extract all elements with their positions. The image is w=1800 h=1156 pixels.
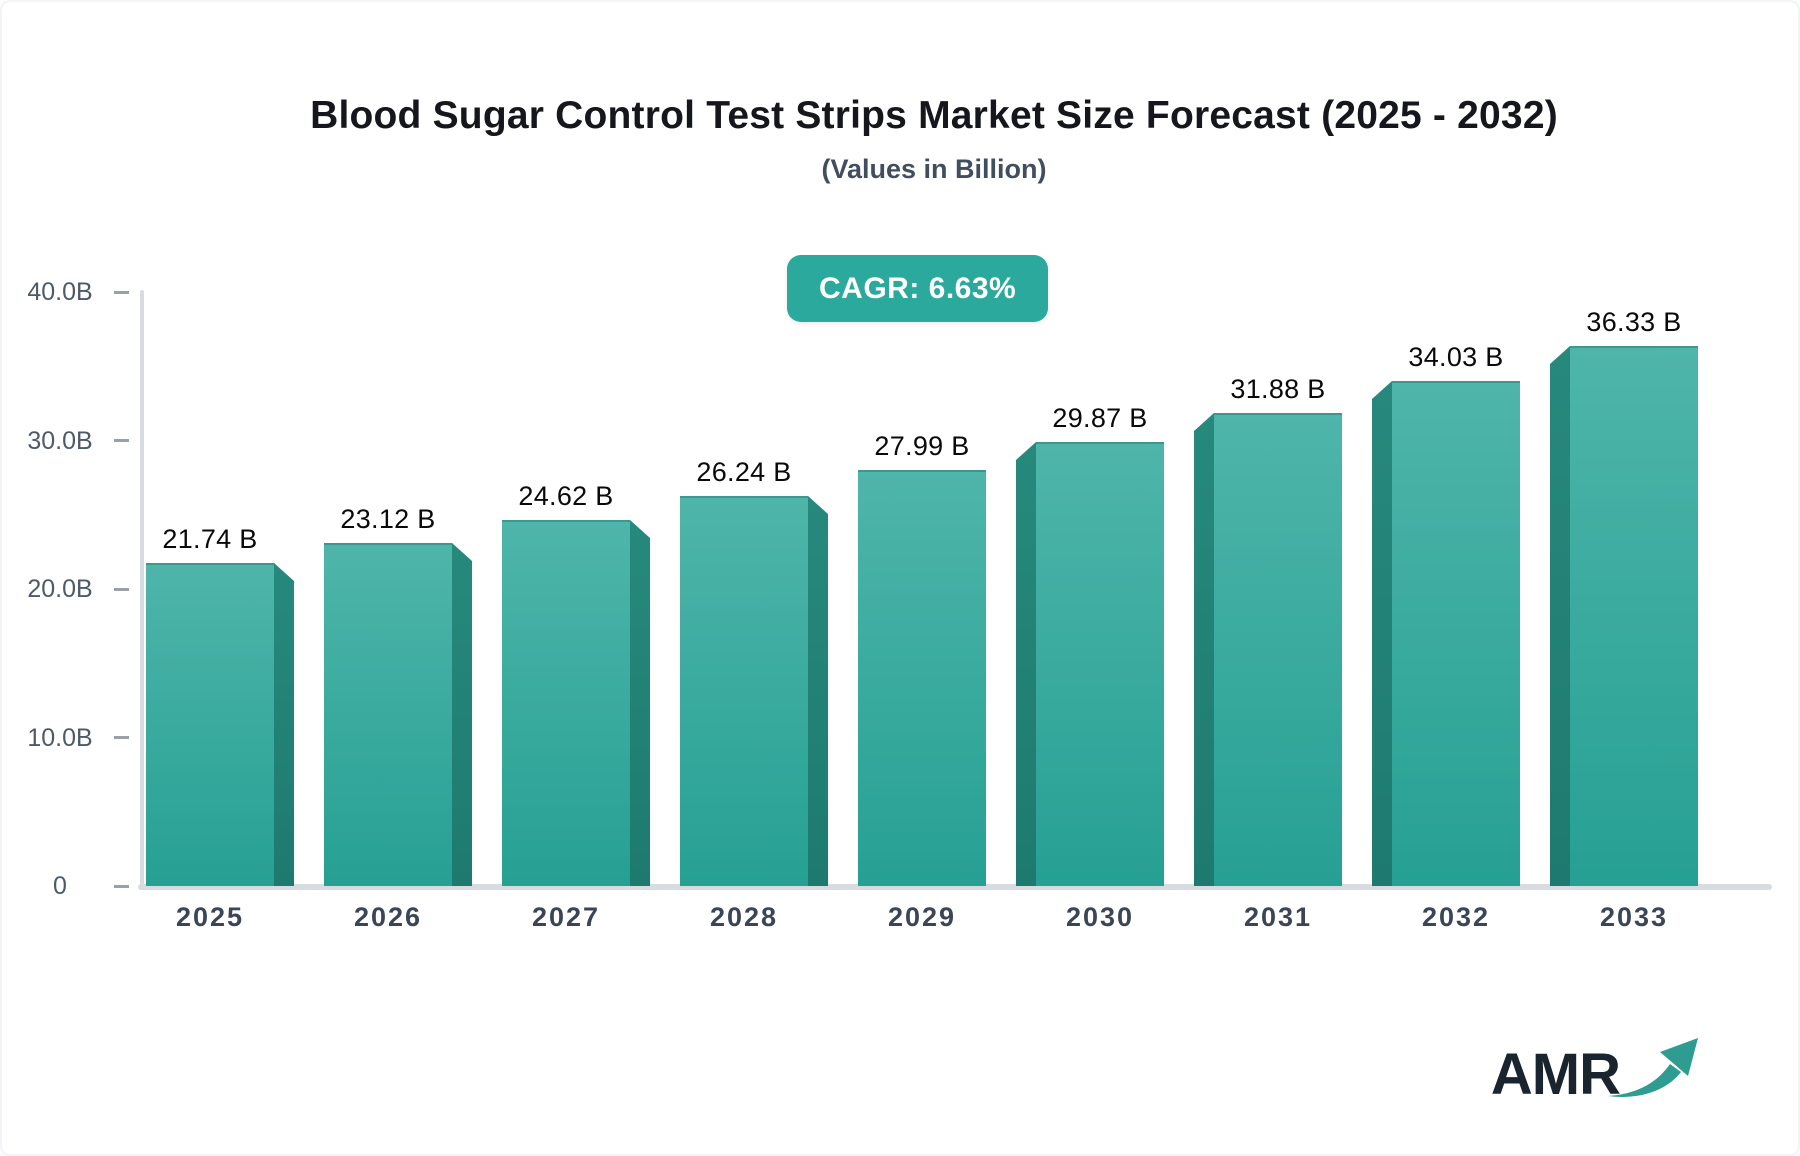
chart-subtitle: (Values in Billion) bbox=[821, 154, 1047, 184]
bar-face bbox=[324, 543, 452, 886]
y-tick bbox=[114, 736, 129, 739]
x-axis-label: 2025 bbox=[175, 902, 245, 932]
x-axis-label: 2032 bbox=[1421, 902, 1491, 932]
bar-group: 31.88 B bbox=[1194, 374, 1342, 886]
bar[interactable] bbox=[502, 520, 650, 886]
bar-face bbox=[502, 520, 630, 886]
bar-group: 36.33 B bbox=[1550, 307, 1698, 886]
y-tick-label: 30.0B bbox=[27, 426, 93, 455]
x-axis-label: 2026 bbox=[353, 902, 423, 932]
chart-title: Blood Sugar Control Test Strips Market S… bbox=[310, 94, 1558, 137]
x-axis-label: 2028 bbox=[709, 902, 779, 932]
bar-value-label: 34.03 B bbox=[1408, 342, 1504, 372]
cagr-badge: CAGR: 6.63% bbox=[787, 255, 1049, 322]
bar[interactable] bbox=[324, 543, 472, 886]
bar[interactable] bbox=[680, 496, 828, 886]
bar-value-label: 31.88 B bbox=[1230, 374, 1326, 404]
x-axis-line bbox=[138, 884, 1772, 890]
x-axis-label: 2033 bbox=[1599, 902, 1669, 932]
bar-side-face bbox=[274, 563, 294, 886]
bar-value-label: 29.87 B bbox=[1052, 403, 1148, 433]
bar-face bbox=[1036, 442, 1164, 886]
y-tick bbox=[114, 439, 129, 442]
bar-side-face bbox=[1016, 442, 1036, 886]
bar-side-face bbox=[808, 496, 828, 886]
x-axis-label: 2030 bbox=[1065, 902, 1135, 932]
bar[interactable] bbox=[146, 563, 294, 886]
bar-value-label: 21.74 B bbox=[162, 524, 258, 554]
bar[interactable] bbox=[858, 470, 986, 886]
bar-group: 34.03 B bbox=[1372, 342, 1520, 886]
bar-group: 29.87 B bbox=[1016, 403, 1164, 886]
bar[interactable] bbox=[1550, 346, 1698, 886]
bar-value-label: 23.12 B bbox=[340, 504, 436, 534]
bar-group: 21.74 B bbox=[146, 524, 294, 886]
bar-value-label: 36.33 B bbox=[1586, 307, 1682, 337]
bar[interactable] bbox=[1194, 413, 1342, 886]
bar-face bbox=[1214, 413, 1342, 886]
bar-side-face bbox=[452, 543, 472, 886]
bar-side-face bbox=[630, 520, 650, 886]
bar-side-face bbox=[1550, 346, 1570, 886]
y-tick-label: 20.0B bbox=[27, 575, 93, 603]
trend-arrow-icon bbox=[1608, 1038, 1698, 1097]
bar-group: 23.12 B bbox=[324, 504, 472, 886]
bar-value-label: 24.62 B bbox=[518, 481, 614, 511]
y-tick bbox=[114, 587, 129, 591]
bar[interactable] bbox=[1016, 442, 1164, 886]
y-tick bbox=[114, 290, 129, 294]
y-tick-label: 0 bbox=[53, 872, 67, 900]
amr-logo: AMR bbox=[1491, 1038, 1700, 1104]
bar[interactable] bbox=[1372, 381, 1520, 886]
y-tick-label: 10.0B bbox=[27, 723, 93, 752]
x-axis-label: 2029 bbox=[887, 902, 957, 932]
bar-face bbox=[858, 470, 986, 886]
amr-logo-text: AMR bbox=[1490, 1042, 1621, 1107]
bar-face bbox=[1570, 346, 1698, 886]
bar-side-face bbox=[1372, 381, 1392, 886]
bar-face bbox=[146, 563, 274, 886]
bar-group: 27.99 B bbox=[858, 431, 986, 886]
x-axis-label: 2031 bbox=[1243, 902, 1313, 932]
y-tick-label: 40.0B bbox=[27, 278, 93, 306]
bar-face bbox=[680, 496, 808, 886]
y-tick bbox=[114, 884, 129, 888]
y-axis-line bbox=[140, 290, 144, 890]
bar-group: 24.62 B bbox=[502, 481, 650, 886]
x-axis-label: 2027 bbox=[531, 902, 601, 932]
bar-side-face bbox=[1194, 413, 1214, 886]
bar-group: 26.24 B bbox=[680, 457, 828, 886]
bar-value-label: 26.24 B bbox=[696, 457, 792, 487]
chart-header: Blood Sugar Control Test Strips Market S… bbox=[0, 94, 1800, 185]
bar-value-label: 27.99 B bbox=[874, 431, 970, 461]
bar-face bbox=[1392, 381, 1520, 886]
